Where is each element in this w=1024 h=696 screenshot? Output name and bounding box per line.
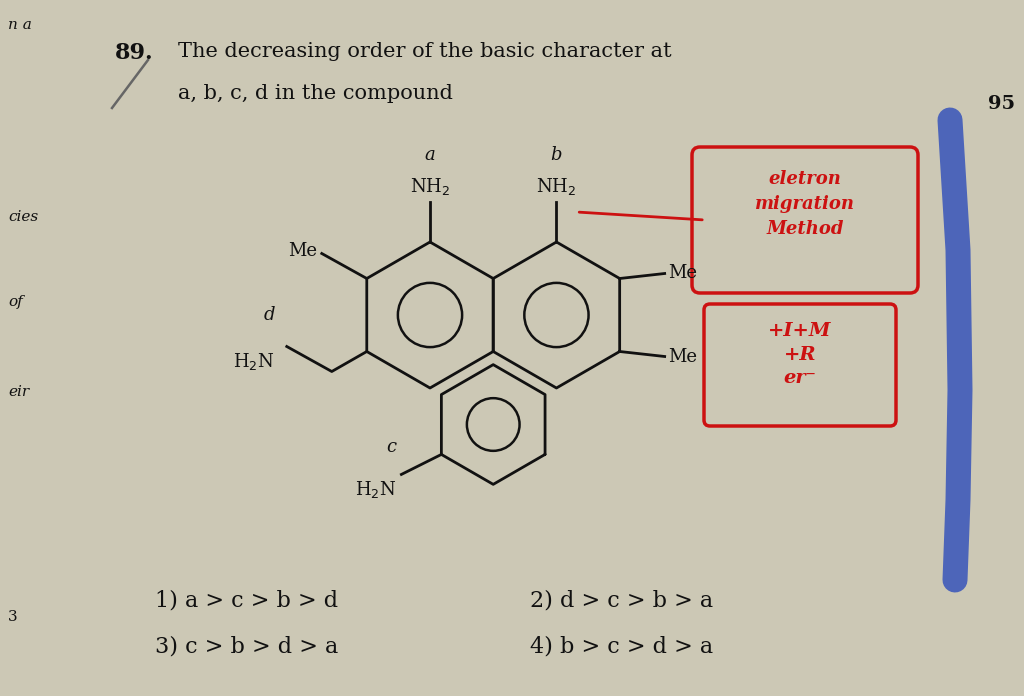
Text: cies: cies: [8, 210, 38, 224]
Text: 4) b > c > d > a: 4) b > c > d > a: [530, 635, 713, 657]
Text: Me: Me: [288, 242, 316, 260]
Text: 2) d > c > b > a: 2) d > c > b > a: [530, 590, 713, 612]
Text: d: d: [263, 306, 274, 324]
Text: Me: Me: [668, 347, 696, 365]
Text: 1) a > c > b > d: 1) a > c > b > d: [155, 590, 338, 612]
Text: H$_2$N: H$_2$N: [233, 351, 274, 372]
Text: of: of: [8, 295, 23, 309]
Text: 95: 95: [988, 95, 1015, 113]
Text: H$_2$N: H$_2$N: [355, 480, 396, 500]
Text: a, b, c, d in the compound: a, b, c, d in the compound: [178, 84, 453, 103]
Text: n a: n a: [8, 18, 32, 32]
Text: c: c: [386, 438, 396, 457]
Text: NH$_2$: NH$_2$: [410, 176, 451, 197]
Text: b: b: [551, 146, 562, 164]
Text: 89.: 89.: [115, 42, 154, 64]
Text: Me: Me: [668, 264, 696, 283]
Text: 3: 3: [8, 610, 17, 624]
Text: eir: eir: [8, 385, 29, 399]
Text: eletron
migration
Method: eletron migration Method: [755, 170, 855, 238]
Text: +I+M
+R
er⁻: +I+M +R er⁻: [768, 322, 831, 387]
Text: a: a: [425, 146, 435, 164]
Text: NH$_2$: NH$_2$: [537, 176, 577, 197]
Text: The decreasing order of the basic character at: The decreasing order of the basic charac…: [178, 42, 672, 61]
Text: 3) c > b > d > a: 3) c > b > d > a: [155, 635, 338, 657]
